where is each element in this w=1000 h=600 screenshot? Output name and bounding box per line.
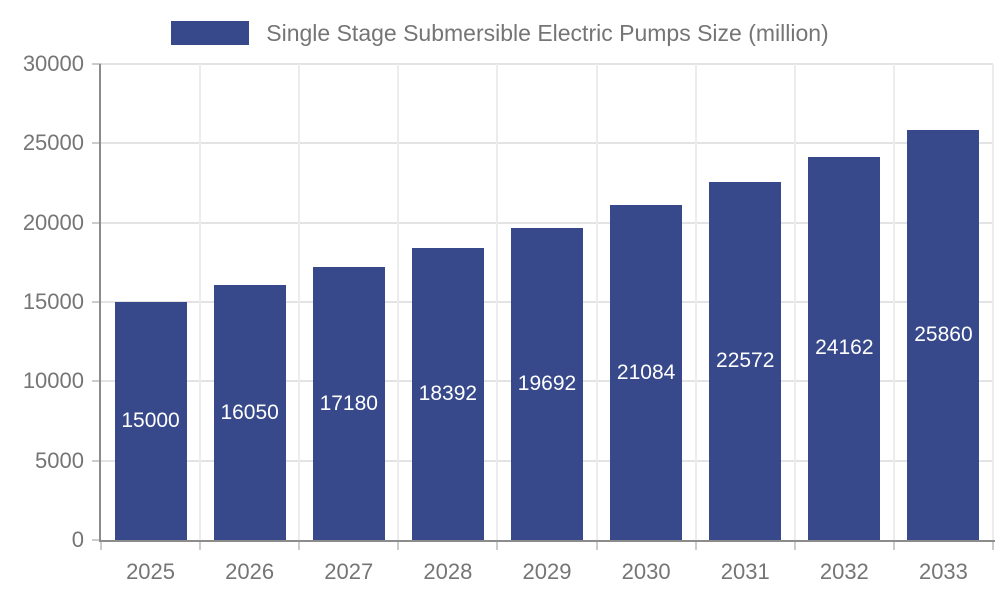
bar-2027: 17180 bbox=[312, 267, 385, 540]
y-tick-label: 10000 bbox=[22, 368, 84, 394]
bar-value-label: 16050 bbox=[220, 400, 279, 424]
x-tick-label-2030: 2030 bbox=[621, 559, 671, 584]
bar-value-label: 18392 bbox=[418, 382, 478, 406]
x-tick-mark bbox=[496, 540, 499, 550]
gridline-vertical bbox=[694, 64, 697, 540]
x-tick-mark bbox=[199, 540, 202, 550]
x-axis-line bbox=[99, 540, 995, 542]
gridline-vertical bbox=[992, 64, 994, 540]
gridline-vertical bbox=[298, 64, 301, 540]
y-tick-mark bbox=[92, 459, 101, 462]
y-tick-label: 30000 bbox=[22, 51, 84, 76]
bar-value-label: 19692 bbox=[517, 371, 577, 395]
bar-value-label: 21084 bbox=[616, 360, 676, 384]
x-tick-mark bbox=[892, 540, 895, 550]
y-tick-mark bbox=[92, 142, 101, 145]
bar-value-label: 22572 bbox=[716, 348, 775, 372]
x-tick-mark bbox=[992, 540, 994, 550]
gridline-vertical bbox=[595, 64, 598, 540]
y-tick-mark bbox=[92, 380, 101, 383]
y-tick-mark bbox=[92, 63, 101, 65]
x-tick-mark bbox=[694, 540, 697, 550]
x-tick-label-2027: 2027 bbox=[324, 559, 374, 584]
bar-value-label: 15000 bbox=[121, 409, 180, 432]
gridline-vertical bbox=[793, 64, 796, 540]
plot-area: 15000 16050 17180 18392 19692 21084 22572 24162… bbox=[99, 63, 995, 542]
x-tick-label-2031: 2031 bbox=[720, 559, 770, 584]
legend[interactable]: Single Stage Submersible Electric Pumps … bbox=[0, 18, 1000, 48]
bar-2026: 16050 bbox=[213, 285, 286, 540]
y-tick-mark bbox=[92, 301, 101, 303]
y-tick-label: 0 bbox=[71, 527, 84, 552]
bar-2029: 19692 bbox=[511, 227, 583, 540]
x-tick-mark bbox=[595, 540, 598, 550]
bar-value-label: 25860 bbox=[914, 322, 973, 346]
gridline-horizontal bbox=[101, 63, 993, 65]
x-tick-label-2032: 2032 bbox=[819, 559, 869, 584]
x-tick-mark bbox=[397, 540, 400, 550]
gridline-vertical bbox=[397, 64, 400, 540]
x-tick-label-2026: 2026 bbox=[225, 559, 275, 584]
bar-2033: 25860 bbox=[907, 129, 980, 540]
gridline-vertical bbox=[496, 64, 499, 540]
x-tick-label-2029: 2029 bbox=[522, 559, 572, 584]
gridline-horizontal bbox=[101, 142, 993, 145]
x-tick-mark bbox=[100, 540, 102, 550]
y-tick-label: 25000 bbox=[22, 130, 84, 156]
bar-2032: 24162 bbox=[808, 156, 881, 540]
y-tick-label: 20000 bbox=[22, 209, 84, 235]
bar-2028: 18392 bbox=[411, 248, 484, 540]
bar-2030: 21084 bbox=[610, 205, 683, 540]
bar-value-label: 17180 bbox=[319, 391, 378, 415]
x-tick-label-2025: 2025 bbox=[126, 559, 176, 584]
legend-swatch bbox=[171, 21, 250, 45]
bar-2025: 15000 bbox=[114, 302, 187, 540]
gridline-vertical bbox=[892, 64, 895, 540]
x-tick-mark bbox=[793, 540, 796, 550]
y-tick-label: 15000 bbox=[22, 289, 84, 314]
x-tick-mark bbox=[298, 540, 301, 550]
y-tick-label: 5000 bbox=[35, 447, 84, 473]
bar-2031: 22572 bbox=[709, 181, 782, 540]
y-axis-line bbox=[99, 64, 101, 540]
x-tick-label-2028: 2028 bbox=[423, 559, 473, 584]
x-tick-label-2033: 2033 bbox=[918, 559, 968, 584]
bar-value-label: 24162 bbox=[815, 336, 874, 360]
legend-title: Single Stage Submersible Electric Pumps … bbox=[266, 20, 829, 46]
gridline-horizontal bbox=[101, 221, 993, 224]
y-tick-mark bbox=[92, 221, 101, 224]
gridline-vertical bbox=[199, 64, 202, 540]
y-tick-mark bbox=[92, 539, 101, 541]
